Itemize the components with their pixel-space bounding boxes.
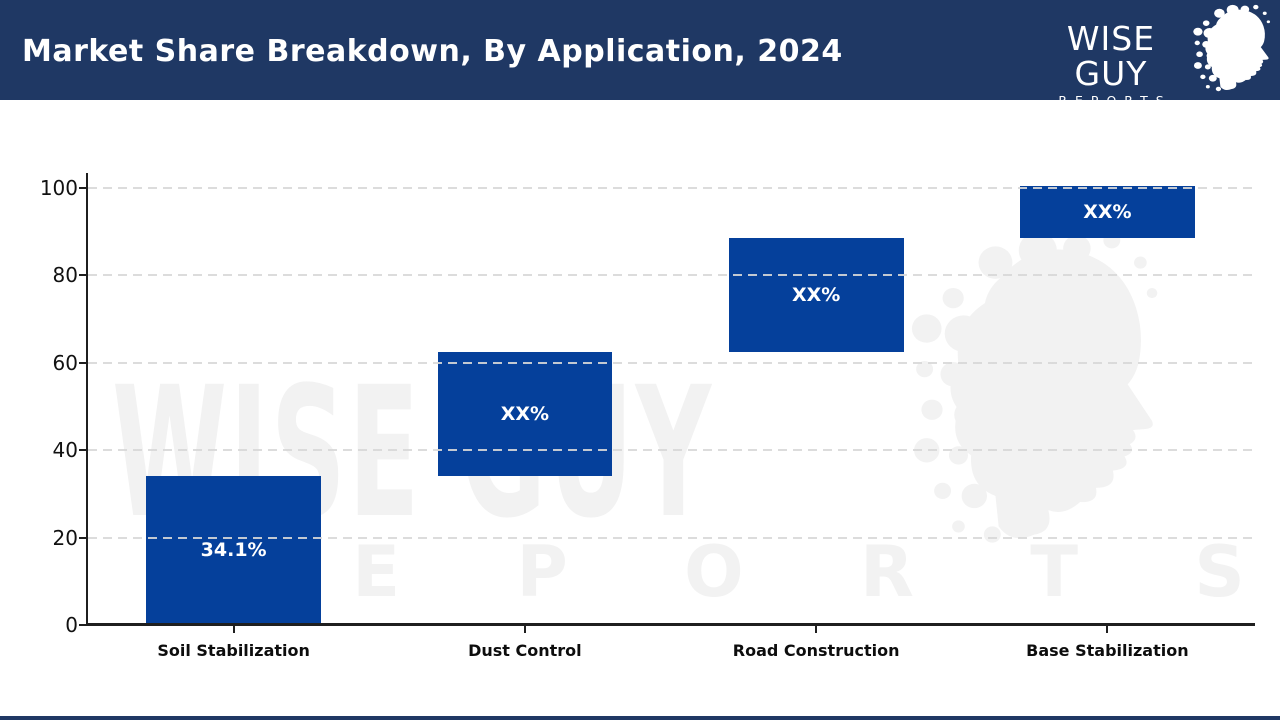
gridline (88, 274, 1253, 277)
y-axis-label: 60 (52, 350, 78, 375)
brand-head-icon (1193, 4, 1271, 92)
brand-logo: WISE GUY REPORTS (1030, 19, 1192, 109)
x-axis-label: Road Construction (732, 641, 900, 660)
x-axis-line (88, 623, 1255, 626)
y-axis-tick (79, 187, 88, 189)
gridline (88, 449, 1253, 452)
y-axis-tick (79, 274, 88, 277)
bar-value-label: XX% (1083, 201, 1132, 224)
bar-segment (1020, 186, 1195, 238)
y-axis-label: 20 (52, 525, 78, 550)
x-axis-tick (815, 626, 818, 633)
x-axis-label: Base Stabilization (1026, 641, 1189, 660)
y-axis-label: 80 (52, 263, 78, 288)
bar-value-label: 34.1% (200, 539, 267, 562)
bar-segment (728, 237, 904, 352)
watermark-text-line2: R E P O R T S (182, 531, 1280, 613)
y-axis-spine (86, 173, 88, 626)
x-axis-tick (523, 626, 526, 633)
x-axis-tick (1106, 626, 1109, 633)
footer-bar (0, 716, 1280, 720)
brand-logo-name: WISE GUY (1066, 19, 1156, 93)
x-axis-tick (232, 626, 235, 633)
y-axis-tick (79, 449, 88, 452)
bar-segment (146, 475, 321, 625)
y-axis-label: 40 (52, 438, 78, 463)
gridline (88, 536, 1253, 539)
gridline (88, 361, 1253, 364)
header: Market Share Breakdown, By Application, … (0, 0, 1280, 108)
x-axis-label: Dust Control (468, 641, 582, 660)
y-axis-tick (79, 624, 88, 626)
x-axis-label: Soil Stabilization (157, 641, 310, 660)
page-title: Market Share Breakdown, By Application, … (22, 34, 843, 69)
gridline (88, 187, 1253, 189)
y-axis-tick (79, 361, 88, 364)
bar-segment (437, 351, 613, 476)
bar-value-label: XX% (500, 402, 550, 425)
brand-logo-subtitle: REPORTS (1058, 93, 1172, 109)
bar-value-label: XX% (791, 283, 841, 306)
y-axis-label: 100 (39, 176, 78, 200)
y-axis-label: 0 (65, 613, 78, 637)
y-axis-tick (79, 536, 88, 539)
